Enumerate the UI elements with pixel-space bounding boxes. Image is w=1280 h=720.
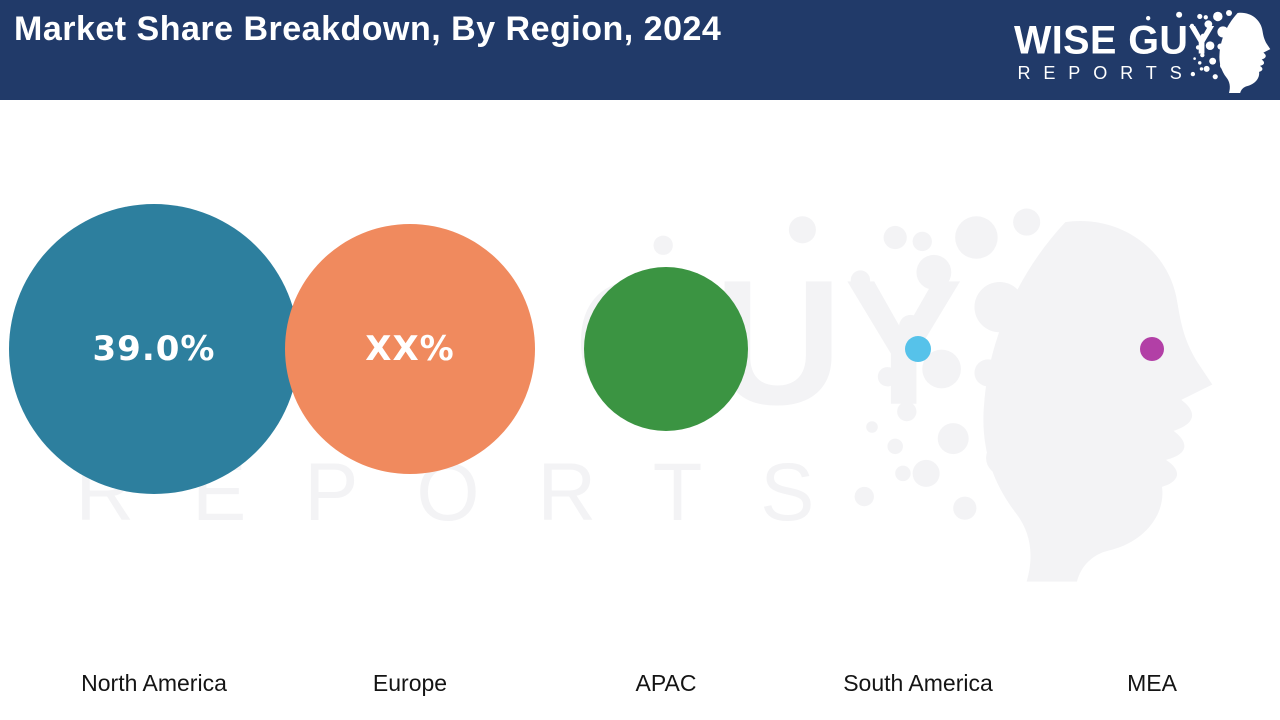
bubble-mea [1140,337,1164,361]
page-title: Market Share Breakdown, By Region, 2024 [14,10,722,48]
bubble-value-europe: XX% [365,329,455,369]
header-bar: Market Share Breakdown, By Region, 2024 [0,0,1280,100]
category-label-north-america: North America [81,670,227,696]
bubble-value-north-america: 39.0% [92,329,216,369]
bubble-south-america [905,336,931,362]
category-label-south-america: South America [843,670,993,696]
bubble-apac [584,267,748,431]
bubble-chart: 39.0% XX% North America Europe APAC South Am… [0,100,1280,720]
category-label-mea: MEA [1127,670,1177,696]
category-label-apac: APAC [635,670,697,696]
bubble-europe: XX% [285,224,535,474]
category-label-europe: Europe [372,670,448,696]
wiseguy-logo [1014,10,1271,93]
bubble-north-america: 39.0% [9,204,299,494]
